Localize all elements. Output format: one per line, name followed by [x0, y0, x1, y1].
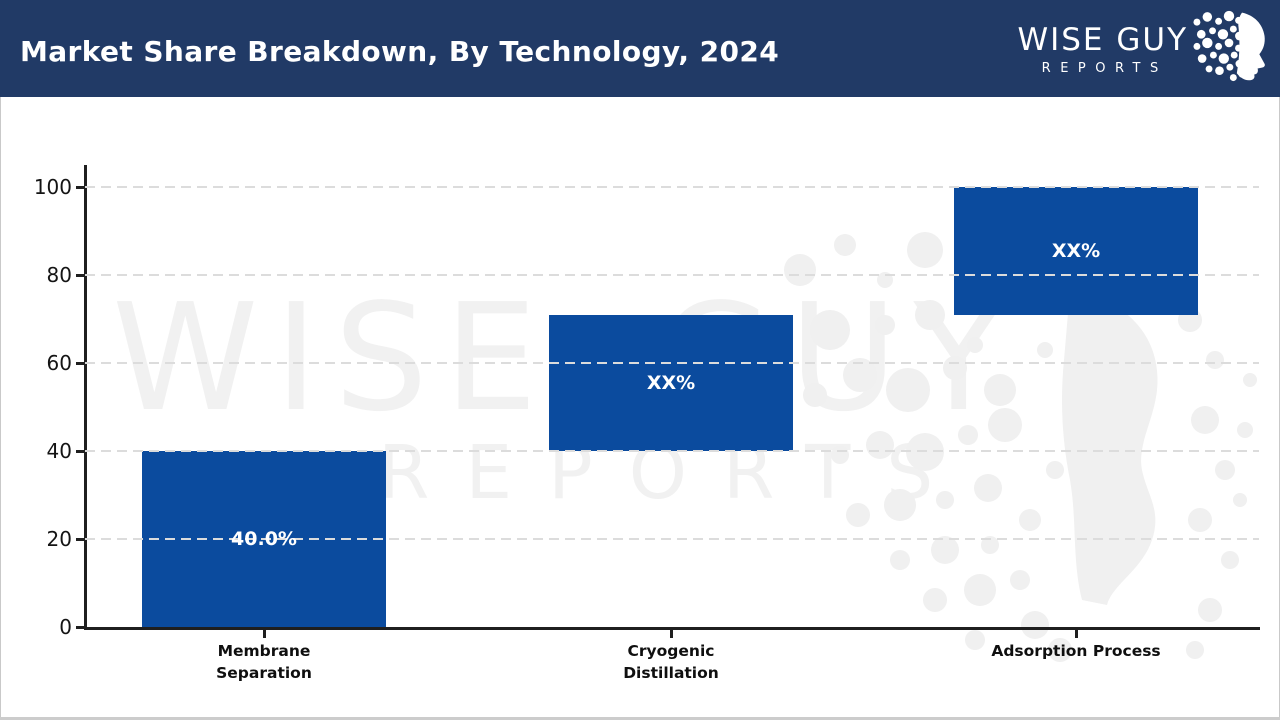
logo-wordmark-main: WISE GUY	[1017, 22, 1188, 58]
gridline-80	[85, 274, 1259, 276]
page-border-bottom	[0, 717, 1280, 720]
y-tick-mark-20	[76, 537, 85, 541]
logo-wordmark-sub: REPORTS	[1041, 61, 1168, 76]
y-tick-label-60: 60	[46, 351, 72, 375]
y-axis	[84, 165, 87, 630]
y-tick-label-20: 20	[46, 527, 72, 551]
y-tick-mark-80	[76, 273, 85, 277]
y-tick-mark-0	[76, 625, 85, 629]
category-label-adsorption-process: Adsorption Process	[991, 642, 1161, 660]
page-border-left	[0, 97, 1, 720]
gridline-40	[85, 450, 1259, 452]
x-tick-mark-cryogenic-distillation	[669, 630, 673, 638]
gridline-20	[85, 538, 1259, 540]
logo-head-icon	[1193, 10, 1265, 82]
y-tick-label-0: 0	[59, 615, 72, 639]
y-tick-label-100: 100	[33, 175, 72, 199]
y-tick-label-80: 80	[46, 263, 72, 287]
bar-cryogenic-distillation	[549, 314, 793, 451]
logo-wordmark: WISE GUY REPORTS	[1017, 22, 1188, 76]
gridline-100	[85, 186, 1259, 188]
bar-adsorption-process	[954, 187, 1198, 315]
bar-value-label-membrane-separation: 40.0%	[231, 528, 297, 550]
y-tick-mark-40	[76, 449, 85, 453]
header-band: Market Share Breakdown, By Technology, 2…	[0, 0, 1280, 97]
wiseguy-logo: WISE GUY REPORTS	[1017, 8, 1268, 90]
category-label-membrane-separation: Membrane Separation	[216, 642, 312, 682]
gridline-60	[85, 362, 1259, 364]
category-label-cryogenic-distillation: Cryogenic Distillation	[623, 642, 719, 682]
x-tick-mark-membrane-separation	[262, 630, 266, 638]
y-tick-mark-60	[76, 361, 85, 365]
bar-value-label-adsorption-process: XX%	[1051, 239, 1101, 262]
x-axis	[84, 627, 1260, 630]
bar-value-label-cryogenic-distillation: XX%	[646, 371, 696, 394]
page-title: Market Share Breakdown, By Technology, 2…	[20, 35, 780, 68]
x-tick-mark-adsorption-process	[1074, 630, 1078, 638]
y-tick-mark-100	[76, 185, 85, 189]
y-tick-label-40: 40	[46, 439, 72, 463]
